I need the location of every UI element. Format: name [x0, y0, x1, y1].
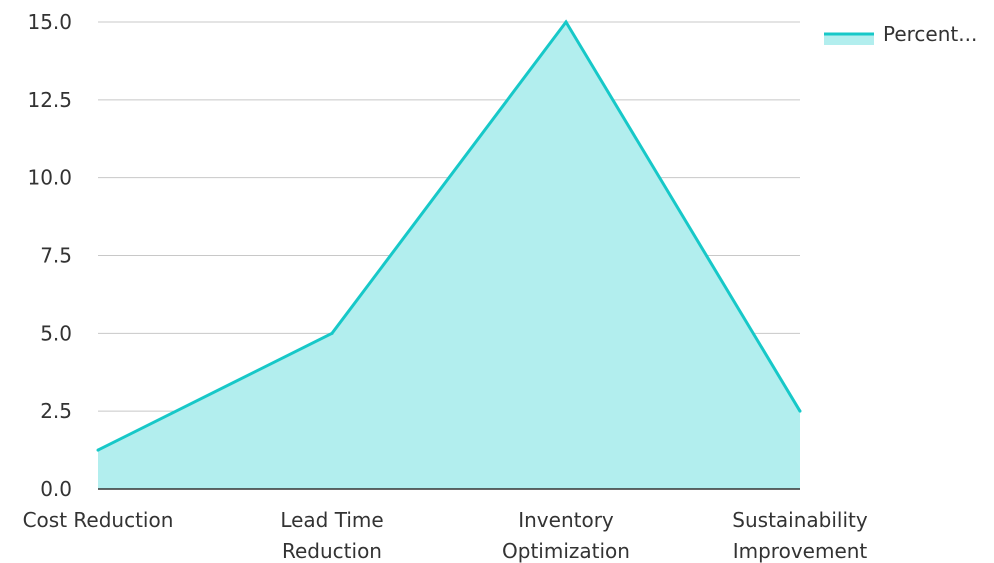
x-category-label-line: Reduction	[282, 539, 382, 563]
legend-label: Percent...	[883, 22, 977, 46]
y-axis-ticks: 0.0 2.5 5.0 7.5 10.0 12.5 15.0	[27, 10, 72, 501]
x-category-label-line: Optimization	[502, 539, 630, 563]
y-tick-label: 5.0	[40, 321, 72, 345]
y-tick-label: 7.5	[40, 244, 72, 268]
y-tick-label: 15.0	[27, 10, 72, 34]
legend-swatch-fill	[824, 34, 874, 45]
x-category-label-line: Improvement	[733, 539, 868, 563]
x-category-label-line: Lead Time	[280, 508, 383, 532]
series-line	[97, 19, 802, 452]
y-tick-label: 0.0	[40, 477, 72, 501]
y-tick-label: 2.5	[40, 399, 72, 423]
data-point	[798, 409, 802, 413]
data-point	[96, 448, 100, 452]
x-category-label-line: Inventory	[518, 508, 614, 532]
series-area-fill	[98, 22, 800, 489]
x-category-label-line: Cost Reduction	[23, 508, 174, 532]
data-point	[564, 20, 568, 24]
y-tick-label: 12.5	[27, 88, 72, 112]
x-axis-categories: Cost Reduction Lead Time Reduction Inventor…	[23, 508, 868, 563]
data-point	[330, 331, 334, 335]
x-category-label: Cost Reduction	[23, 508, 174, 532]
series-area	[96, 19, 802, 489]
legend: Percent...	[824, 22, 977, 46]
x-category-label-line: Sustainability	[732, 508, 868, 532]
x-category-label: Inventory Optimization	[502, 508, 630, 563]
x-category-label: Lead Time Reduction	[280, 508, 383, 563]
y-tick-label: 10.0	[27, 166, 72, 190]
x-category-label: Sustainability Improvement	[732, 508, 868, 563]
